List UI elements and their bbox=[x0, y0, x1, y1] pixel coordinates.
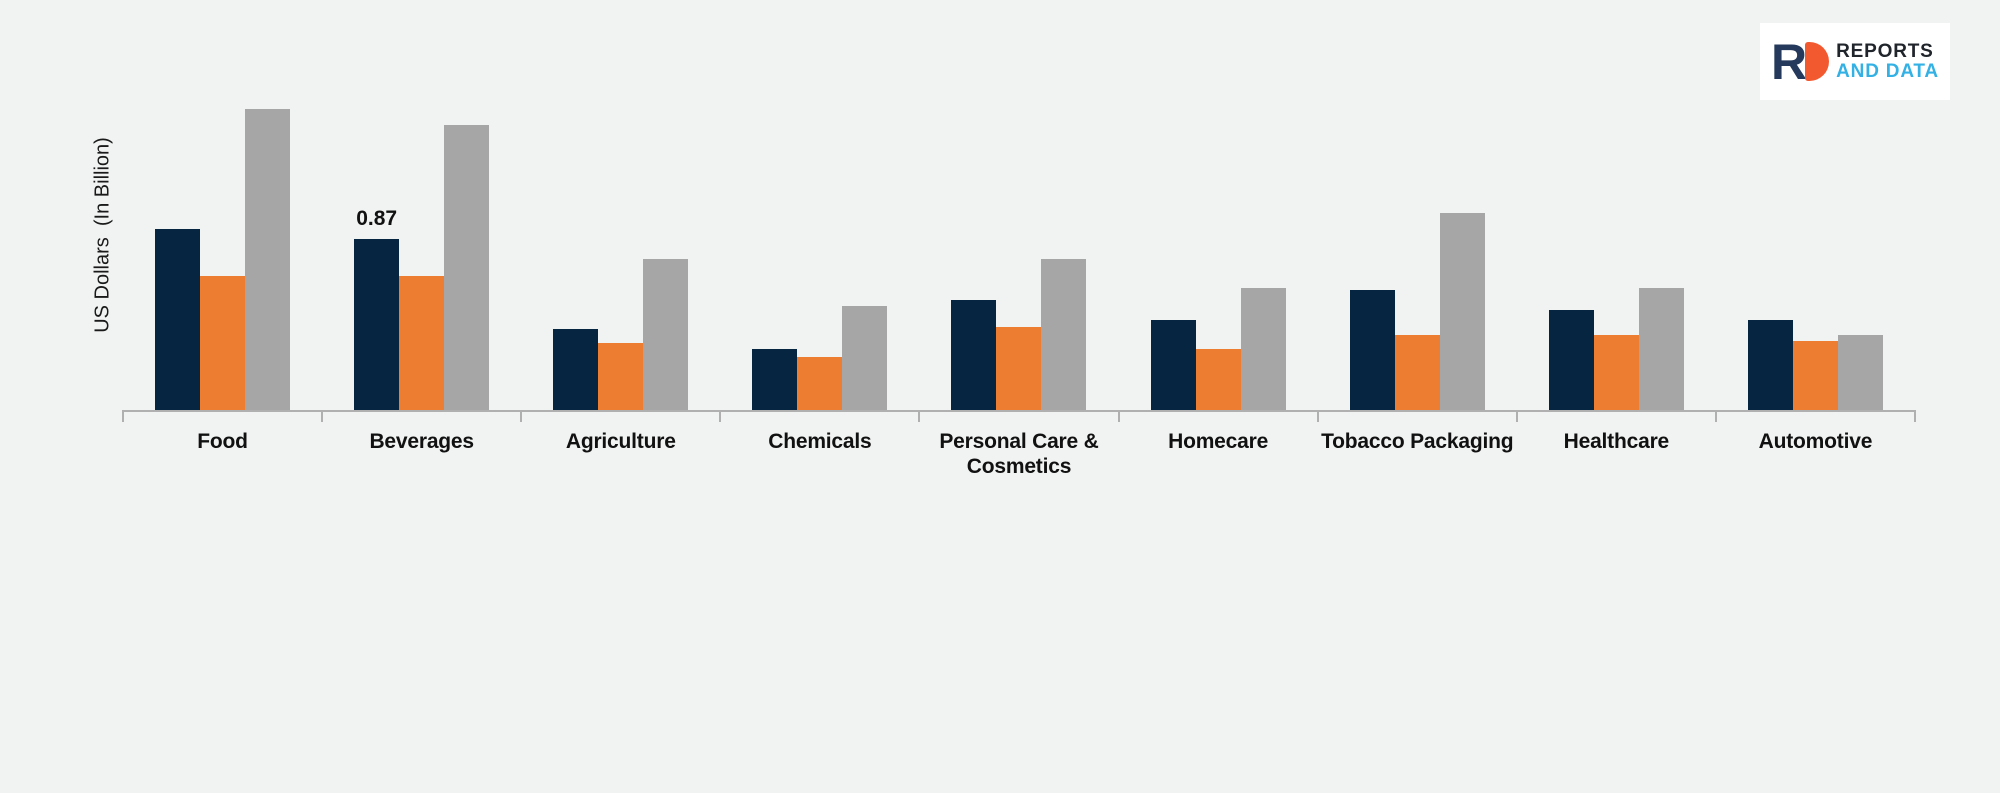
category-label: Personal Care & Cosmetics bbox=[939, 430, 1099, 479]
bar-group bbox=[1716, 0, 1915, 410]
axis-tick bbox=[520, 410, 523, 422]
axis-tick bbox=[1515, 410, 1518, 422]
y-axis-label: US Dollars (In Billion) bbox=[91, 137, 114, 333]
bar-orange bbox=[1394, 335, 1440, 410]
bar-navy bbox=[1747, 319, 1793, 410]
bar-orange bbox=[598, 343, 644, 410]
bar-group bbox=[720, 0, 919, 410]
bar-gray bbox=[444, 124, 490, 410]
bar-orange bbox=[996, 327, 1042, 410]
axis-tick bbox=[1714, 410, 1717, 422]
category-label: Agriculture bbox=[565, 430, 676, 453]
category-label: Automotive bbox=[1758, 430, 1873, 453]
bar-navy bbox=[553, 329, 599, 410]
logo-rd-monogram-icon: R bbox=[1771, 33, 1830, 90]
bar-navy bbox=[951, 299, 997, 410]
logo-line-and-data: AND DATA bbox=[1836, 60, 1939, 82]
axis-tick bbox=[1117, 410, 1120, 422]
axis-tick bbox=[321, 410, 324, 422]
bar-gray bbox=[643, 258, 689, 410]
x-axis-line bbox=[123, 410, 1916, 412]
logo-letter-d-icon bbox=[1805, 42, 1830, 81]
bar-group bbox=[1517, 0, 1716, 410]
category-label: Chemicals bbox=[768, 430, 872, 453]
axis-tick bbox=[719, 410, 722, 422]
bar-navy bbox=[752, 349, 798, 410]
axis-tick bbox=[1316, 410, 1319, 422]
bar-orange bbox=[200, 276, 246, 410]
bar-orange bbox=[1792, 341, 1838, 410]
bar-orange bbox=[1593, 335, 1639, 410]
logo-text: REPORTS AND DATA bbox=[1836, 42, 1939, 81]
bar-gray bbox=[842, 305, 888, 410]
bar-gray bbox=[1240, 288, 1286, 410]
category-label: Healthcare bbox=[1563, 430, 1670, 453]
bar-gray bbox=[245, 109, 291, 410]
plot-area: 0.87 bbox=[123, 0, 1915, 410]
bar-group bbox=[1119, 0, 1318, 410]
category-label: Food bbox=[197, 430, 248, 453]
bar-value-label: 0.87 bbox=[356, 206, 398, 230]
bar-gray bbox=[1638, 288, 1684, 410]
bar-orange bbox=[1195, 349, 1241, 410]
bar-navy bbox=[155, 229, 201, 410]
bar-navy bbox=[1548, 309, 1594, 410]
axis-tick bbox=[122, 410, 124, 422]
category-label: Beverages bbox=[369, 430, 474, 453]
category-label: Homecare bbox=[1168, 430, 1269, 453]
bar-group bbox=[322, 0, 521, 410]
bar-group bbox=[1318, 0, 1517, 410]
bar-gray bbox=[1837, 335, 1883, 410]
axis-tick bbox=[1914, 410, 1916, 422]
reports-and-data-logo: R REPORTS AND DATA bbox=[1760, 23, 1950, 100]
bar-orange bbox=[797, 356, 843, 410]
axis-tick bbox=[918, 410, 921, 422]
category-label: Tobacco Packaging bbox=[1321, 430, 1514, 453]
bar-navy bbox=[354, 238, 400, 410]
bar-navy bbox=[1349, 290, 1395, 410]
bar-group bbox=[919, 0, 1118, 410]
bar-gray bbox=[1439, 213, 1485, 410]
bar-group bbox=[123, 0, 322, 410]
bar-group bbox=[521, 0, 720, 410]
logo-letter-r: R bbox=[1771, 33, 1807, 90]
bar-navy bbox=[1150, 319, 1196, 410]
bar-gray bbox=[1041, 258, 1087, 410]
bar-orange bbox=[399, 276, 445, 410]
logo-line-reports: REPORTS bbox=[1836, 41, 1934, 63]
